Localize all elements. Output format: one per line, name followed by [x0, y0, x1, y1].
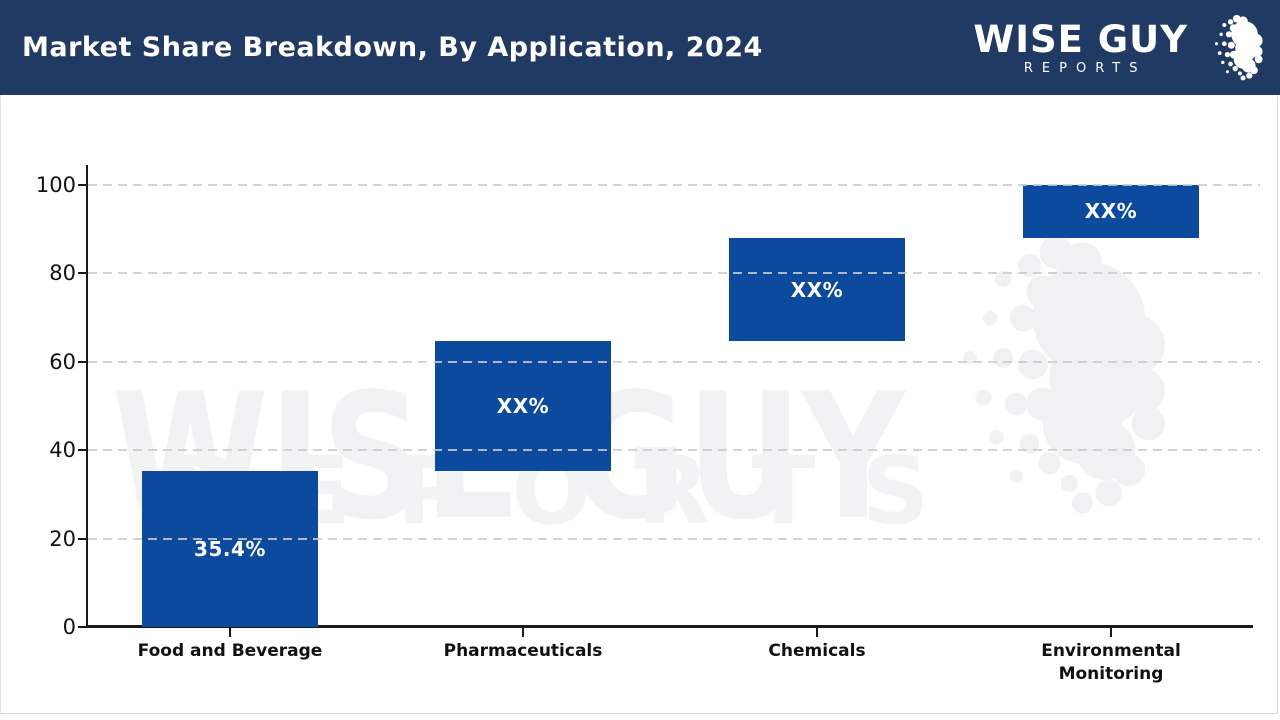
- frame-border-right: [1277, 95, 1278, 714]
- frame-border-bottom: [0, 713, 1278, 714]
- y-tick-label: 100: [35, 173, 76, 197]
- x-category-label: Food and Beverage: [137, 641, 323, 661]
- y-tick-label: 0: [62, 615, 76, 639]
- y-tick-label: 60: [49, 349, 76, 374]
- x-category-label: Environmental Monitoring: [1041, 641, 1181, 684]
- x-category-label: Chemicals: [768, 641, 866, 661]
- logo-text: WISE GUY REPORTS: [973, 21, 1188, 75]
- bar-food-and-beverage: 35.4%: [142, 470, 318, 627]
- x-tick-mark: [816, 628, 818, 637]
- y-tick-mark: [78, 360, 86, 363]
- gridline: [88, 537, 1260, 540]
- x-tick-mark: [522, 628, 524, 637]
- bar-pharmaceuticals: XX%: [435, 341, 611, 471]
- gridline: [88, 184, 1260, 186]
- bar-value-label: XX%: [790, 277, 844, 302]
- x-axis-line: [86, 625, 1253, 628]
- bar-value-label: XX%: [496, 393, 550, 418]
- bar-value-label: XX%: [1084, 199, 1138, 224]
- logo-wordmark: WISE GUY: [973, 18, 1188, 61]
- y-tick-mark: [78, 184, 86, 186]
- y-tick-mark: [78, 626, 86, 628]
- logo-subtitle: REPORTS: [1023, 61, 1147, 76]
- x-tick-mark: [229, 628, 231, 637]
- y-tick-label: 80: [49, 261, 76, 286]
- x-tick-mark: [1110, 628, 1112, 637]
- bar-environmental-monitoring: XX%: [1023, 185, 1199, 238]
- y-tick-mark: [78, 449, 86, 452]
- y-tick-label: 20: [49, 526, 76, 551]
- y-tick-label: 40: [49, 438, 76, 463]
- frame-border-left: [0, 95, 1, 714]
- page-title: Market Share Breakdown, By Application, …: [22, 32, 763, 63]
- bar-chemicals: XX%: [729, 237, 905, 342]
- y-tick-mark: [78, 272, 86, 275]
- y-axis-line: [86, 165, 88, 628]
- wiseguy-logo: WISE GUY REPORTS: [973, 8, 1268, 88]
- gridline: [88, 272, 1260, 275]
- gridline: [88, 360, 1260, 363]
- gridline: [88, 449, 1260, 452]
- x-category-label: Pharmaceuticals: [443, 641, 603, 661]
- y-tick-mark: [78, 537, 86, 540]
- header: Market Share Breakdown, By Application, …: [0, 0, 1280, 95]
- bar-value-label: 35.4%: [194, 536, 266, 561]
